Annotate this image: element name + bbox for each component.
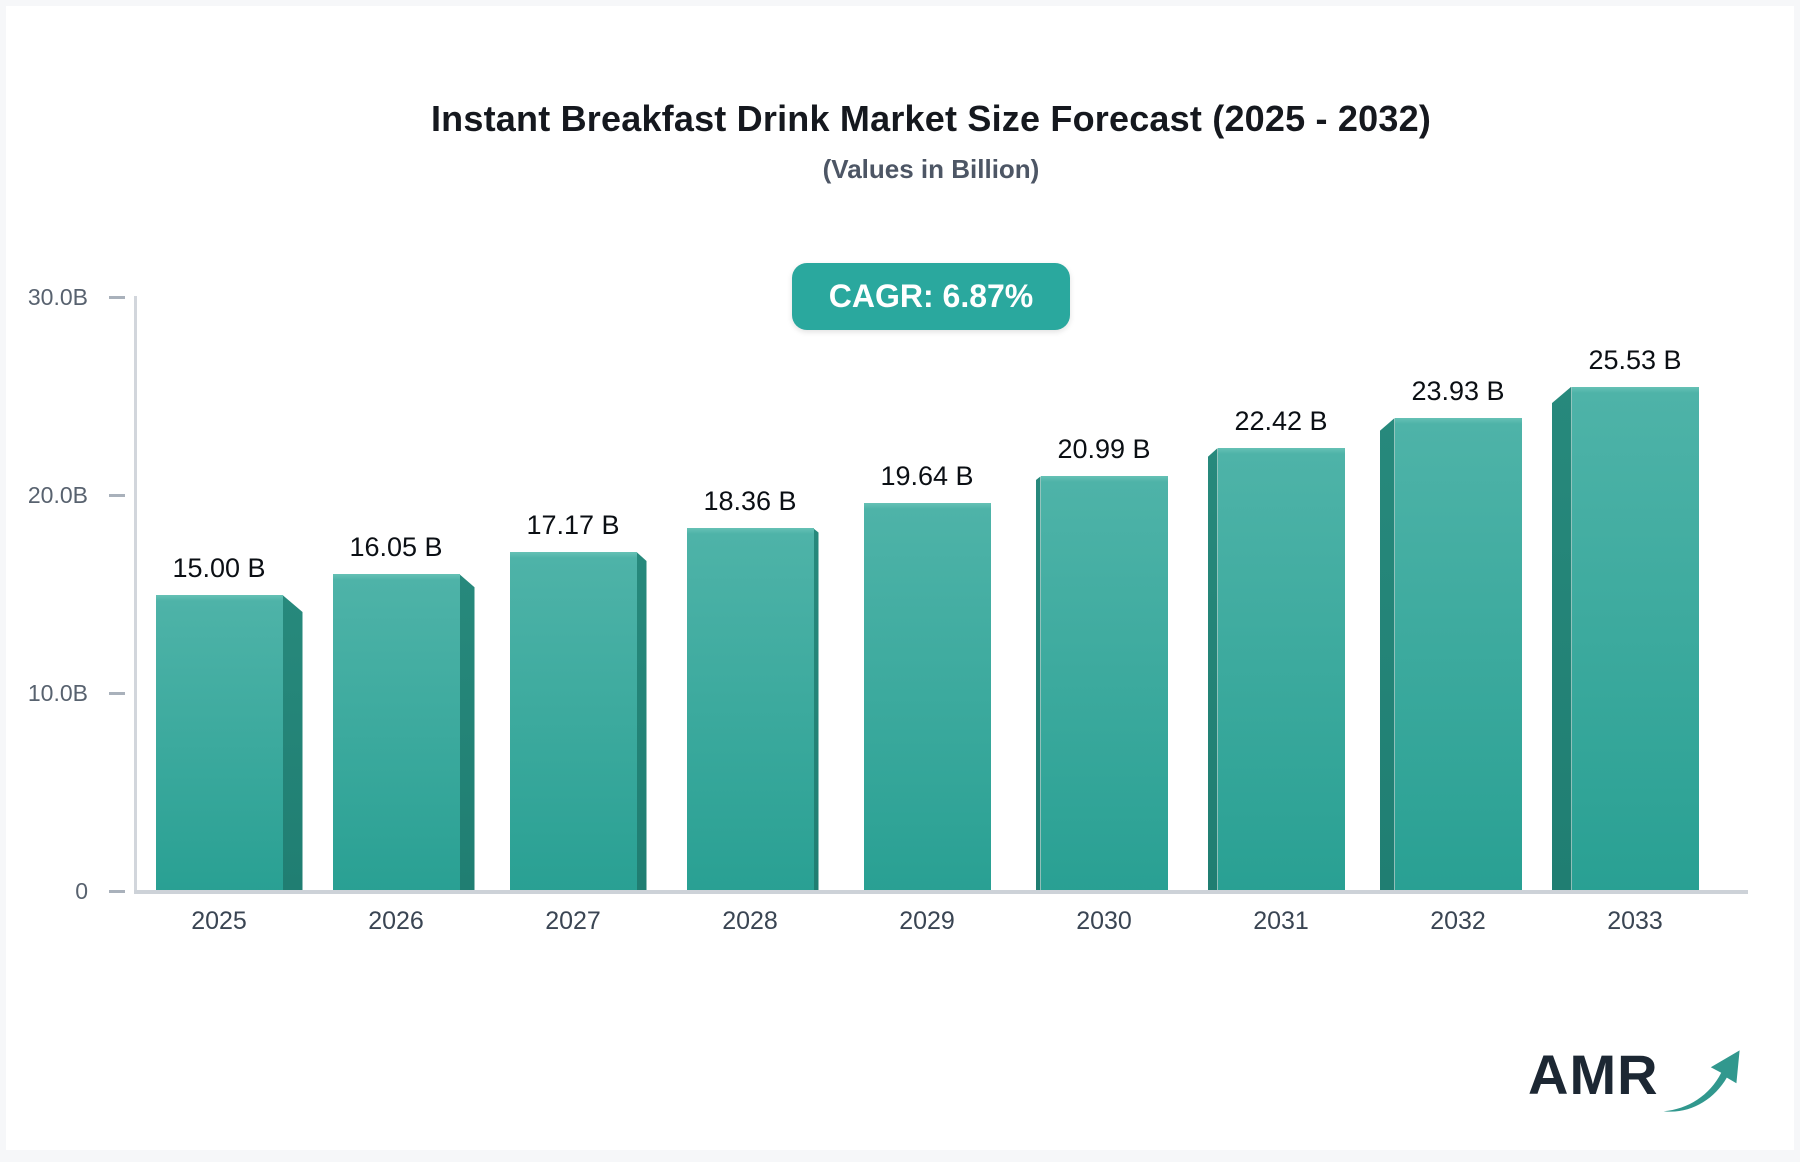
bar-value-label: 23.93 B [1411, 376, 1505, 407]
bar-value-label: 17.17 B [526, 510, 620, 541]
y-tick-mark [109, 692, 125, 695]
cagr-badge-wrap: CAGR: 6.87% [131, 263, 1731, 330]
bar-3d-side [1379, 418, 1395, 892]
y-tick-mark [109, 296, 125, 299]
bar-chart-plot-area: 30.0B 20.0B 10.0B 0 15.00 B 2025 16.05 B 2026 17… [6, 6, 1800, 1162]
bar [1394, 418, 1522, 892]
amr-logo-text: AMR [1528, 1043, 1659, 1106]
trend-arrow-icon [1663, 1050, 1740, 1112]
bar-3d-side [1035, 476, 1041, 892]
bar [332, 574, 460, 892]
x-tick-label: 2025 [191, 907, 247, 935]
bar [1571, 386, 1699, 892]
bar-value-label: 18.36 B [703, 486, 797, 517]
bar-value-label: 22.42 B [1234, 406, 1328, 437]
bar-3d-side [636, 552, 647, 892]
bar [863, 503, 991, 892]
y-tick-label: 20.0B [27, 482, 88, 508]
y-tick-label: 10.0B [27, 680, 88, 706]
x-tick-label: 2026 [368, 907, 424, 935]
cagr-badge: CAGR: 6.87% [791, 263, 1071, 330]
x-tick-label: 2029 [899, 907, 955, 935]
amr-logo: AMR [1528, 1036, 1740, 1120]
x-tick-label: 2031 [1253, 907, 1309, 935]
bar [686, 528, 814, 892]
bar-3d-side [1207, 448, 1218, 892]
bar [509, 552, 637, 892]
y-tick-mark [109, 494, 125, 497]
bar-3d-side [459, 574, 475, 892]
chart-card: Instant Breakfast Drink Market Size Fore… [6, 6, 1794, 1150]
y-tick-mark [109, 890, 125, 893]
x-tick-label: 2027 [545, 907, 601, 935]
x-tick-label: 2030 [1076, 907, 1132, 935]
y-axis-line [134, 296, 137, 894]
bar-3d-side [1551, 386, 1572, 892]
x-axis-line [134, 890, 1748, 894]
bar-3d-side [813, 528, 819, 892]
bar-value-label: 15.00 B [172, 553, 266, 583]
bar [1217, 448, 1345, 892]
bar [1040, 476, 1168, 892]
x-tick-label: 2033 [1607, 907, 1663, 935]
chart-subtitle: (Values in Billion) [822, 154, 1040, 184]
x-tick-label: 2032 [1430, 907, 1486, 935]
bar [155, 595, 283, 892]
chart-title: Instant Breakfast Drink Market Size Fore… [430, 98, 1432, 139]
x-tick-label: 2028 [722, 907, 778, 935]
bar-value-label: 20.99 B [1057, 434, 1151, 465]
bar-value-label: 16.05 B [349, 532, 443, 563]
bar-value-label: 25.53 B [1588, 344, 1682, 375]
bar-3d-side [282, 595, 303, 892]
bar-value-label: 19.64 B [880, 461, 974, 492]
y-tick-label: 0 [75, 878, 88, 904]
y-tick-label: 30.0B [27, 284, 88, 310]
